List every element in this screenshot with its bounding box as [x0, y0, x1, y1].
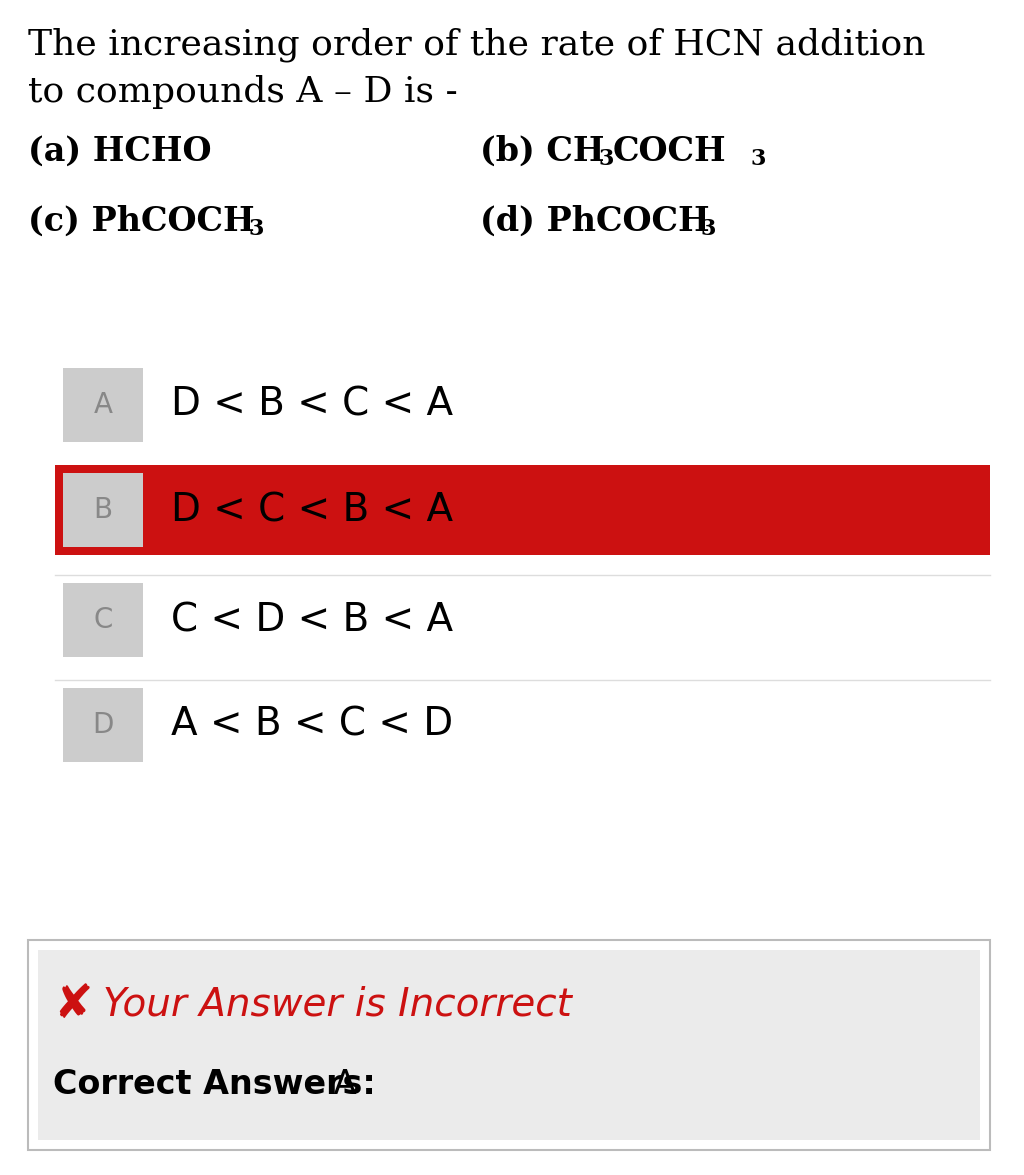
Text: C: C	[93, 606, 113, 635]
Text: (a) HCHO: (a) HCHO	[28, 135, 212, 168]
Text: The increasing order of the rate of HCN addition: The increasing order of the rate of HCN …	[28, 28, 926, 62]
Text: 3: 3	[598, 148, 613, 170]
Text: 3: 3	[248, 219, 263, 240]
Text: ✘: ✘	[53, 982, 92, 1027]
Text: (c) PhCOCH: (c) PhCOCH	[28, 204, 255, 239]
FancyBboxPatch shape	[38, 951, 980, 1140]
Text: Correct Answers:: Correct Answers:	[53, 1068, 376, 1101]
Text: to compounds A – D is -: to compounds A – D is -	[28, 75, 458, 109]
FancyBboxPatch shape	[28, 940, 990, 1150]
Text: A < B < C < D: A < B < C < D	[171, 706, 454, 744]
Text: D < C < B < A: D < C < B < A	[171, 491, 454, 529]
Text: A: A	[93, 391, 113, 419]
Text: Your Answer is Incorrect: Your Answer is Incorrect	[103, 986, 571, 1023]
Text: (b) CH: (b) CH	[480, 135, 604, 168]
Text: D: D	[92, 711, 114, 739]
Text: (d) PhCOCH: (d) PhCOCH	[480, 204, 710, 239]
Bar	[63, 368, 143, 442]
Bar	[55, 465, 990, 555]
Bar	[63, 474, 143, 548]
Text: 3: 3	[750, 148, 765, 170]
Text: 3: 3	[700, 219, 716, 240]
Text: COCH: COCH	[613, 135, 727, 168]
Text: A: A	[323, 1068, 356, 1101]
Text: D < B < C < A: D < B < C < A	[171, 387, 454, 424]
Bar	[63, 689, 143, 763]
Bar	[63, 583, 143, 657]
Text: C < D < B < A: C < D < B < A	[171, 600, 454, 639]
Text: B: B	[93, 496, 113, 524]
